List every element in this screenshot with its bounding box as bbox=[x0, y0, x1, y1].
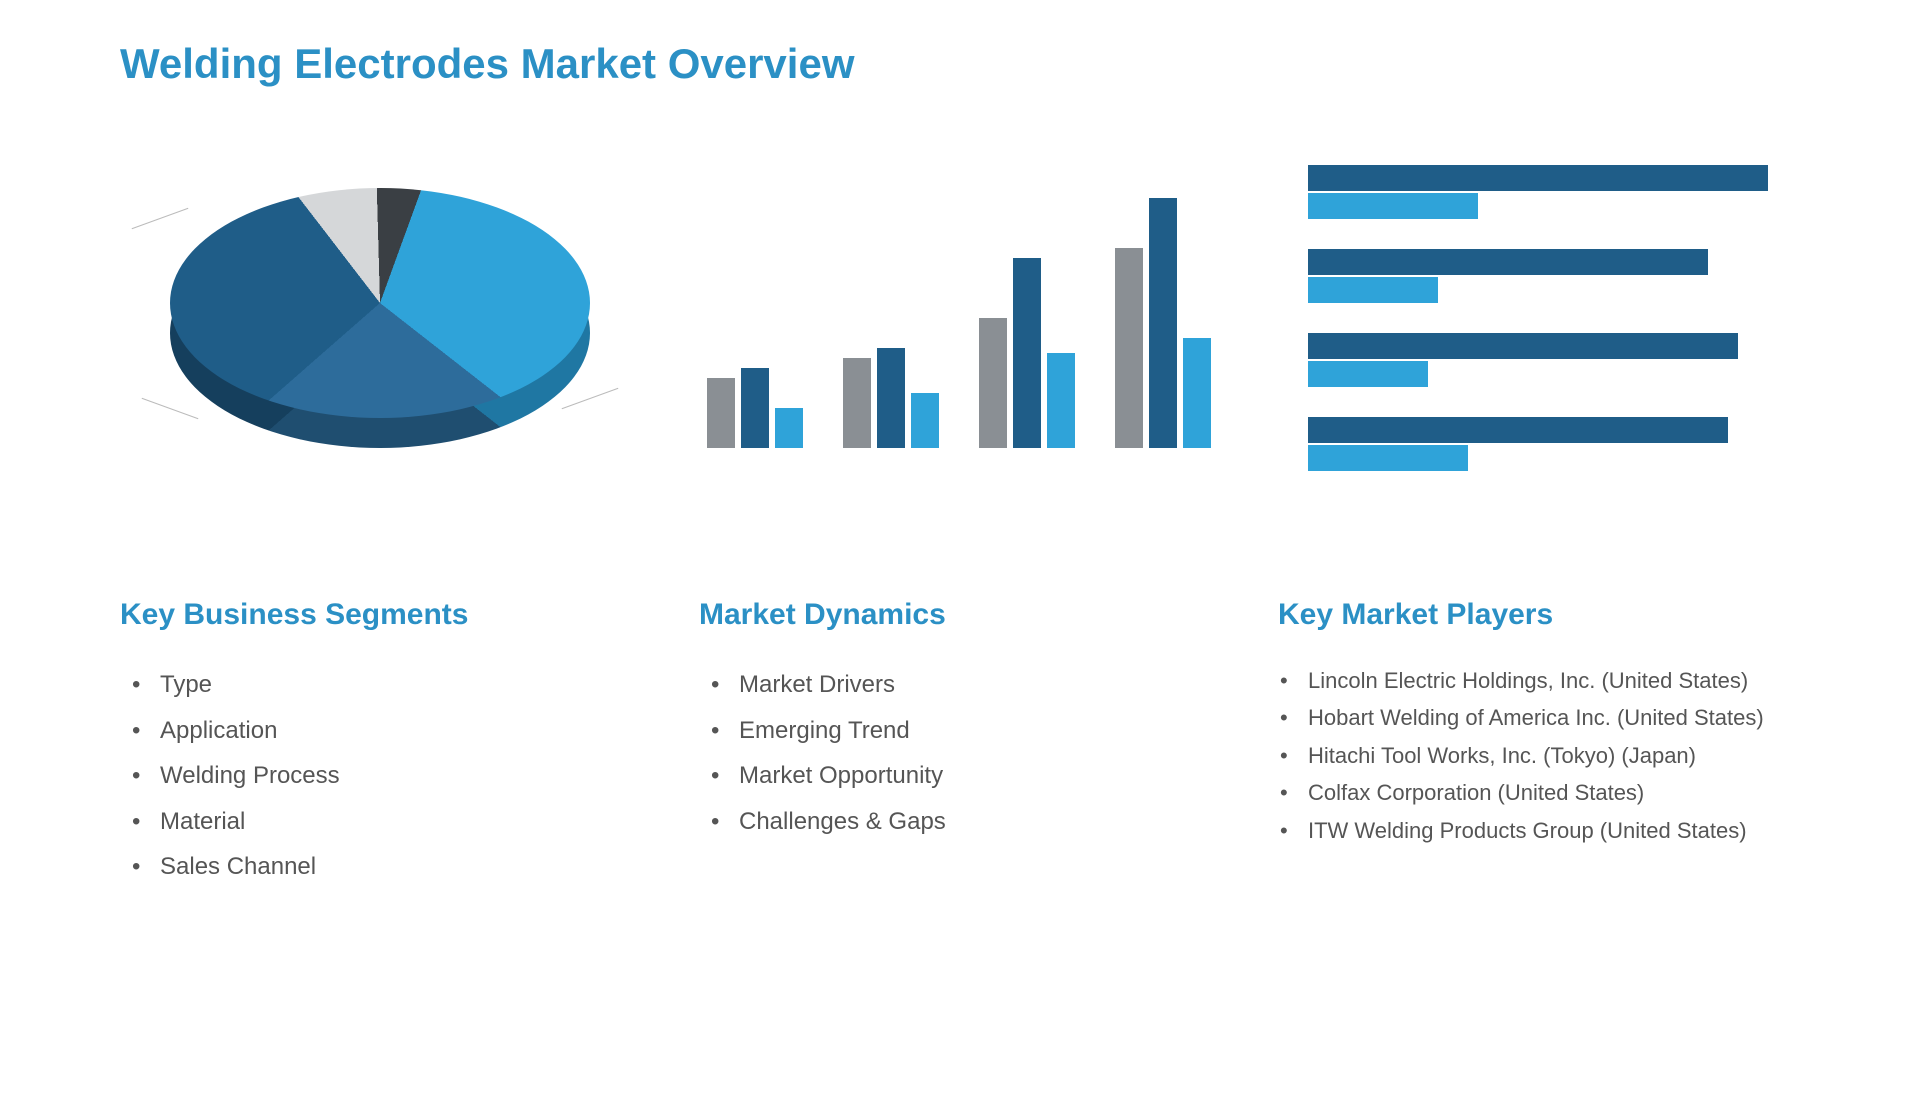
dynamics-heading: Market Dynamics bbox=[699, 598, 1218, 632]
chart-row bbox=[120, 138, 1797, 498]
segments-heading: Key Business Segments bbox=[120, 598, 639, 632]
bar bbox=[843, 358, 871, 448]
dynamics-section: Market Dynamics Market DriversEmerging T… bbox=[699, 598, 1218, 890]
players-heading: Key Market Players bbox=[1278, 598, 1797, 632]
segments-section: Key Business Segments TypeApplicationWel… bbox=[120, 598, 639, 890]
list-item: Market Opportunity bbox=[739, 753, 1218, 799]
list-item: Challenges & Gaps bbox=[739, 799, 1218, 845]
bar-group bbox=[707, 368, 803, 448]
pie-chart bbox=[170, 178, 590, 458]
bar-chart-panel bbox=[699, 138, 1218, 498]
list-item: ITW Welding Products Group (United State… bbox=[1308, 812, 1797, 849]
bar-group bbox=[1115, 198, 1211, 448]
page-title: Welding Electrodes Market Overview bbox=[120, 40, 1797, 88]
hbar-bg bbox=[1308, 417, 1728, 443]
list-item: Welding Process bbox=[160, 753, 639, 799]
bar-chart bbox=[707, 188, 1211, 448]
hbar-fg bbox=[1308, 445, 1468, 471]
bar bbox=[1149, 198, 1177, 448]
list-item: Application bbox=[160, 708, 639, 754]
bar bbox=[1183, 338, 1211, 448]
hbar-fg bbox=[1308, 193, 1478, 219]
pie-top bbox=[170, 188, 590, 418]
bar bbox=[707, 378, 735, 448]
list-item: Emerging Trend bbox=[739, 708, 1218, 754]
bar bbox=[741, 368, 769, 448]
hbar-row bbox=[1308, 165, 1768, 219]
list-item: Hobart Welding of America Inc. (United S… bbox=[1308, 699, 1797, 736]
list-item: Hitachi Tool Works, Inc. (Tokyo) (Japan) bbox=[1308, 737, 1797, 774]
list-item: Lincoln Electric Holdings, Inc. (United … bbox=[1308, 662, 1797, 699]
hbar-fg bbox=[1308, 361, 1428, 387]
players-section: Key Market Players Lincoln Electric Hold… bbox=[1278, 598, 1797, 890]
list-item: Material bbox=[160, 799, 639, 845]
bar bbox=[877, 348, 905, 448]
pie-leader-line bbox=[131, 208, 188, 229]
hbar-chart bbox=[1308, 165, 1768, 471]
hbar-row bbox=[1308, 249, 1768, 303]
hbar-bg bbox=[1308, 165, 1768, 191]
segments-list: TypeApplicationWelding ProcessMaterialSa… bbox=[120, 662, 639, 890]
bar bbox=[979, 318, 1007, 448]
players-list: Lincoln Electric Holdings, Inc. (United … bbox=[1278, 662, 1797, 849]
hbar-row bbox=[1308, 333, 1768, 387]
list-item: Sales Channel bbox=[160, 844, 639, 890]
hbar-fg bbox=[1308, 277, 1438, 303]
pie-chart-panel bbox=[120, 138, 639, 498]
hbar-bg bbox=[1308, 333, 1738, 359]
hbar-bg bbox=[1308, 249, 1708, 275]
pie-leader-line bbox=[561, 388, 618, 409]
list-item: Colfax Corporation (United States) bbox=[1308, 774, 1797, 811]
bar bbox=[1115, 248, 1143, 448]
bar bbox=[911, 393, 939, 448]
bar bbox=[775, 408, 803, 448]
bar-group bbox=[843, 348, 939, 448]
dynamics-list: Market DriversEmerging TrendMarket Oppor… bbox=[699, 662, 1218, 844]
bar bbox=[1013, 258, 1041, 448]
list-item: Market Drivers bbox=[739, 662, 1218, 708]
list-item: Type bbox=[160, 662, 639, 708]
bar bbox=[1047, 353, 1075, 448]
info-row: Key Business Segments TypeApplicationWel… bbox=[120, 598, 1797, 890]
hbar-row bbox=[1308, 417, 1768, 471]
hbar-chart-panel bbox=[1278, 138, 1797, 498]
pie-leader-line bbox=[141, 398, 198, 419]
bar-group bbox=[979, 258, 1075, 448]
